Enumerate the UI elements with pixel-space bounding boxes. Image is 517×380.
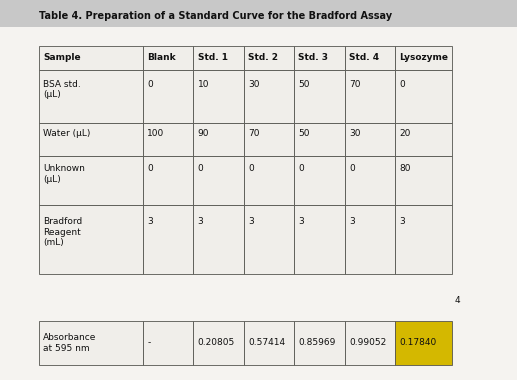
Text: Table 4. Preparation of a Standard Curve for the Bradford Assay: Table 4. Preparation of a Standard Curve… xyxy=(39,11,392,21)
Text: -: - xyxy=(147,339,150,347)
Text: 30: 30 xyxy=(248,80,260,89)
Text: 80: 80 xyxy=(399,165,411,173)
Text: Bradford
Reagent
(mL): Bradford Reagent (mL) xyxy=(43,217,82,247)
Text: Sample: Sample xyxy=(43,54,81,62)
Text: 0: 0 xyxy=(399,80,405,89)
Text: 10: 10 xyxy=(197,80,209,89)
Text: Unknown
(μL): Unknown (μL) xyxy=(43,165,85,184)
Text: Lysozyme: Lysozyme xyxy=(399,54,448,62)
Text: Absorbance
at 595 nm: Absorbance at 595 nm xyxy=(43,333,96,353)
Text: 0.57414: 0.57414 xyxy=(248,339,285,347)
Text: 70: 70 xyxy=(248,129,260,138)
Text: 50: 50 xyxy=(298,129,310,138)
Text: 0: 0 xyxy=(197,165,203,173)
Text: Std. 2: Std. 2 xyxy=(248,54,278,62)
Text: 0: 0 xyxy=(248,165,254,173)
Text: 3: 3 xyxy=(197,217,203,226)
Text: 100: 100 xyxy=(147,129,164,138)
Text: 50: 50 xyxy=(298,80,310,89)
Text: 3: 3 xyxy=(349,217,355,226)
Text: 0.85969: 0.85969 xyxy=(298,339,336,347)
Text: 70: 70 xyxy=(349,80,360,89)
Text: 0.99052: 0.99052 xyxy=(349,339,386,347)
Text: 3: 3 xyxy=(399,217,405,226)
Text: Std. 3: Std. 3 xyxy=(298,54,328,62)
Text: 4: 4 xyxy=(455,296,461,305)
Text: 90: 90 xyxy=(197,129,209,138)
Text: 0: 0 xyxy=(349,165,355,173)
Text: BSA std.
(μL): BSA std. (μL) xyxy=(43,80,81,99)
Text: 20: 20 xyxy=(399,129,410,138)
Text: 3: 3 xyxy=(248,217,254,226)
Text: 30: 30 xyxy=(349,129,360,138)
Text: 3: 3 xyxy=(298,217,304,226)
Text: Std. 4: Std. 4 xyxy=(349,54,379,62)
Text: 3: 3 xyxy=(147,217,153,226)
Text: 0: 0 xyxy=(147,80,153,89)
Text: Water (μL): Water (μL) xyxy=(43,129,90,138)
Text: 0.20805: 0.20805 xyxy=(197,339,235,347)
Text: 0.17840: 0.17840 xyxy=(399,339,436,347)
Text: Std. 1: Std. 1 xyxy=(197,54,227,62)
Text: 0: 0 xyxy=(147,165,153,173)
Text: Blank: Blank xyxy=(147,54,176,62)
Text: 0: 0 xyxy=(298,165,304,173)
